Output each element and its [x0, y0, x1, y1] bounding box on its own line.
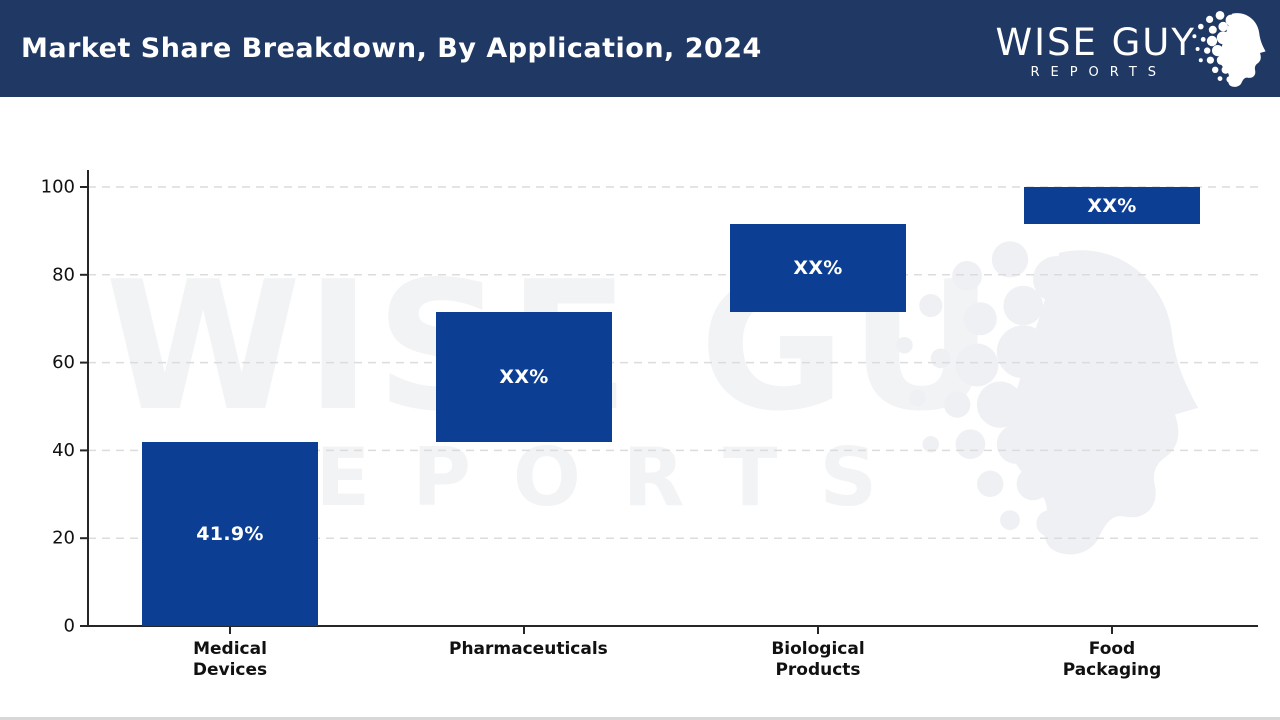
bar-value-label: XX% [793, 257, 843, 280]
y-axis-tick-label: 60 [52, 352, 75, 373]
bar-value-label: 41.9% [196, 523, 264, 546]
y-axis-tick-label: 80 [52, 264, 75, 285]
x-category-label-pharmaceuticals: Pharmaceuticals [449, 639, 608, 659]
logo-brand-subtitle: REPORTS [1030, 65, 1168, 81]
wise-guy-logo: WISE GUY REPORTS [996, 6, 1268, 92]
bar-pharmaceuticals: XX% [436, 312, 612, 443]
bar-food-packaging: XX% [1024, 187, 1200, 225]
logo-head-icon [1192, 11, 1266, 87]
bar-value-label: XX% [1087, 194, 1137, 217]
bar-value-label: XX% [499, 366, 549, 389]
bottom-border [0, 717, 1280, 720]
bar-biological-products: XX% [730, 224, 906, 313]
y-axis-tick-label: 20 [52, 528, 75, 549]
page-title: Market Share Breakdown, By Application, … [21, 33, 762, 64]
logo-brand-name: WISE GUY [995, 20, 1196, 64]
logo-text: WISE GUY REPORTS [995, 20, 1196, 81]
watermark-head-icon [896, 241, 1199, 555]
x-category-label-medical-devices: Medical Devices [192, 639, 268, 680]
y-axis-tick-label: 40 [52, 440, 75, 461]
x-category-label-food-packaging: Food Packaging [1062, 639, 1162, 680]
bar-medical-devices: 41.9% [142, 442, 318, 626]
header-bar: Market Share Breakdown, By Application, … [0, 0, 1280, 97]
x-category-label-biological-products: Biological Products [771, 639, 865, 680]
y-axis-tick-label: 0 [64, 616, 75, 637]
y-axis-tick-label: 100 [41, 177, 75, 198]
